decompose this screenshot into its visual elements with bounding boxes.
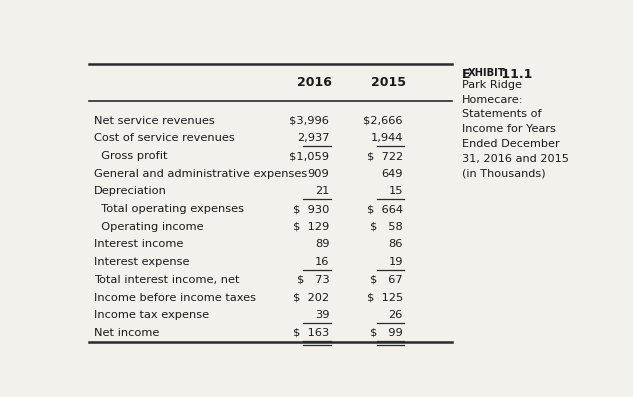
Text: Park Ridge
Homecare:
Statements of
Income for Years
Ended December
31, 2016 and : Park Ridge Homecare: Statements of Incom…: [462, 80, 568, 179]
Text: 16: 16: [315, 257, 329, 267]
Text: 2016: 2016: [297, 76, 332, 89]
Text: $  930: $ 930: [293, 204, 329, 214]
Text: E: E: [462, 67, 470, 81]
Text: 909: 909: [308, 169, 329, 179]
Text: XHIBIT: XHIBIT: [468, 67, 506, 77]
Text: $  722: $ 722: [367, 151, 403, 161]
Text: $3,996: $3,996: [289, 116, 329, 126]
Text: Gross profit: Gross profit: [94, 151, 167, 161]
Text: 86: 86: [389, 239, 403, 249]
Text: $   99: $ 99: [370, 328, 403, 338]
Text: $  163: $ 163: [293, 328, 329, 338]
Text: Total interest income, net: Total interest income, net: [94, 275, 239, 285]
Text: 19: 19: [389, 257, 403, 267]
Text: 21: 21: [315, 187, 329, 197]
Text: $   67: $ 67: [370, 275, 403, 285]
Text: Cost of service revenues: Cost of service revenues: [94, 133, 235, 143]
Text: Net service revenues: Net service revenues: [94, 116, 215, 126]
Text: 11.1: 11.1: [497, 67, 532, 81]
Text: Interest income: Interest income: [94, 239, 183, 249]
Text: Income before income taxes: Income before income taxes: [94, 293, 256, 303]
Text: 26: 26: [389, 310, 403, 320]
Text: Operating income: Operating income: [94, 222, 203, 232]
Text: 39: 39: [315, 310, 329, 320]
Text: 2015: 2015: [371, 76, 406, 89]
Text: 649: 649: [382, 169, 403, 179]
Text: Income tax expense: Income tax expense: [94, 310, 209, 320]
Text: $  129: $ 129: [293, 222, 329, 232]
Text: $  125: $ 125: [367, 293, 403, 303]
Text: $  664: $ 664: [367, 204, 403, 214]
Text: Net income: Net income: [94, 328, 160, 338]
Text: $  202: $ 202: [293, 293, 329, 303]
Text: $   73: $ 73: [297, 275, 329, 285]
Text: 2,937: 2,937: [297, 133, 329, 143]
Text: $1,059: $1,059: [289, 151, 329, 161]
Text: $   58: $ 58: [370, 222, 403, 232]
Text: 15: 15: [389, 187, 403, 197]
Text: General and administrative expenses: General and administrative expenses: [94, 169, 307, 179]
Text: Interest expense: Interest expense: [94, 257, 189, 267]
Text: Total operating expenses: Total operating expenses: [94, 204, 244, 214]
Text: Depreciation: Depreciation: [94, 187, 166, 197]
Text: 1,944: 1,944: [370, 133, 403, 143]
Text: $2,666: $2,666: [363, 116, 403, 126]
Text: 89: 89: [315, 239, 329, 249]
